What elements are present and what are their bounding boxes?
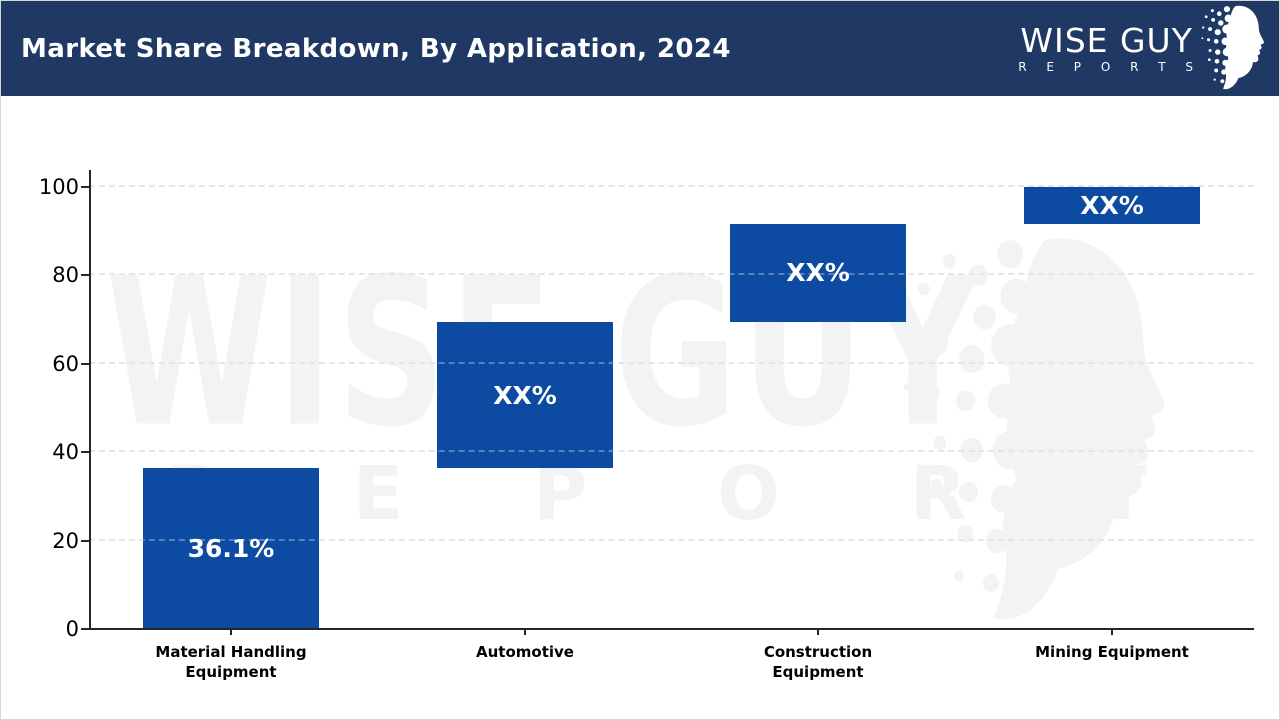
bar-segment: XX%: [1024, 187, 1200, 224]
bar-value-label: 36.1%: [187, 533, 275, 563]
brand-subname: R E P O R T S: [1018, 59, 1201, 74]
bar-value-label: XX%: [1080, 190, 1144, 220]
bar-segment: XX%: [730, 223, 906, 322]
x-category-label: Construction Equipment: [763, 643, 873, 682]
gridline: [89, 538, 1254, 541]
x-tick: [817, 630, 819, 635]
gridline: [89, 450, 1254, 453]
gridline-overlay: [89, 538, 1254, 541]
gridline: [89, 361, 1254, 364]
y-tick: [81, 186, 89, 188]
y-tick-label: 60: [52, 351, 79, 376]
y-tick-label: 100: [38, 175, 79, 199]
x-axis-line: [89, 628, 1254, 630]
x-tick: [230, 630, 232, 635]
chart-title: Market Share Breakdown, By Application, …: [21, 33, 731, 64]
y-tick-label: 20: [52, 528, 79, 553]
x-category-label: Material Handling Equipment: [155, 643, 307, 682]
bar-value-label: XX%: [786, 258, 850, 288]
bar-value-label: XX%: [493, 380, 557, 410]
gridline-overlay: [89, 361, 1254, 364]
market-share-chart: 36.1% XX% XX% XX% 0 20 40 60 80 100 Material Handl…: [1, 96, 1279, 719]
x-category-label: Automotive: [476, 643, 574, 661]
header-bar: Market Share Breakdown, By Application, …: [1, 1, 1279, 96]
gridline-overlay: [89, 273, 1254, 276]
y-tick-label: 80: [52, 263, 79, 288]
brand-name: WISE GUY: [1020, 20, 1193, 60]
watermark-head-icon: [903, 238, 1165, 620]
dotted-head-icon: [1201, 5, 1264, 89]
gridline-overlay: [89, 450, 1254, 453]
brand-logo: WISE GUY R E P O R T S: [1012, 1, 1273, 96]
brand-logo-text: WISE GUY R E P O R T S: [1012, 24, 1201, 74]
bar-segment: 36.1%: [143, 468, 319, 628]
gridline: [89, 273, 1254, 276]
gridline-overlay: [89, 185, 1254, 187]
y-tick-label: 0: [65, 617, 79, 641]
y-axis-line: [89, 170, 91, 630]
y-tick: [81, 451, 89, 454]
y-tick: [81, 539, 89, 542]
x-tick: [524, 630, 526, 635]
y-tick: [81, 362, 89, 365]
bar-segment: XX%: [437, 321, 613, 469]
y-tick: [81, 274, 89, 277]
y-tick-label: 40: [52, 440, 79, 465]
y-tick: [81, 628, 89, 630]
x-tick: [1111, 630, 1113, 635]
x-category-label: Mining Equipment: [1035, 643, 1189, 661]
gridline: [89, 185, 1254, 187]
